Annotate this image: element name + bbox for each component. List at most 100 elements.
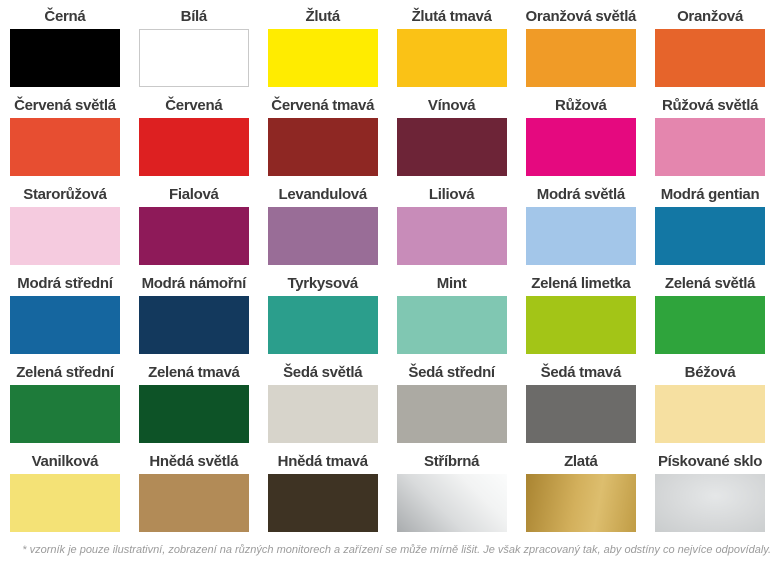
swatch-cell-mint: Mint: [396, 272, 507, 354]
color-swatch: [396, 207, 507, 265]
swatch-cell-cerna: Černá: [10, 5, 120, 87]
swatch-cell-zelena-svetla: Zelená světlá: [655, 272, 765, 354]
color-palette-grid: Černá Bílá Žlutá Žlutá tmavá Oranžová sv…: [10, 5, 765, 532]
color-label: Šedá tmavá: [540, 364, 622, 381]
color-label: Modrá světlá: [536, 186, 625, 203]
color-swatch: [396, 29, 507, 87]
swatch-cell-bezova: Béžová: [655, 361, 765, 443]
color-label: Šedá světlá: [283, 364, 363, 381]
color-label: Modrá střední: [17, 275, 113, 292]
swatch-cell-liliova: Liliová: [396, 183, 507, 265]
swatch-cell-hneda-svetla: Hnědá světlá: [138, 450, 249, 532]
swatch-cell-zelena-stredni: Zelená střední: [10, 361, 120, 443]
swatch-cell-levandulova: Levandulová: [267, 183, 378, 265]
swatch-cell-zluta-tmava: Žlutá tmavá: [396, 5, 507, 87]
color-label: Zelená světlá: [664, 275, 756, 292]
swatch-cell-bila: Bílá: [138, 5, 249, 87]
color-label: Černá: [44, 8, 86, 25]
color-swatch: [655, 118, 765, 176]
swatch-cell-cervena: Červená: [138, 94, 249, 176]
swatch-cell-oranzova-svetla: Oranžová světlá: [525, 5, 637, 87]
swatch-cell-staroruzova: Starorůžová: [10, 183, 120, 265]
color-swatch: [525, 207, 637, 265]
color-swatch: [655, 29, 765, 87]
color-swatch: [10, 296, 120, 354]
swatch-cell-seda-svetla: Šedá světlá: [267, 361, 378, 443]
swatch-cell-modra-gentian: Modrá gentian: [655, 183, 765, 265]
color-swatch: [267, 118, 378, 176]
color-label: Zlatá: [564, 453, 598, 470]
color-label: Mint: [436, 275, 467, 292]
swatch-cell-ruzova-svetla: Růžová světlá: [655, 94, 765, 176]
disclaimer-note: * vzorník je pouze ilustrativní, zobraze…: [22, 544, 771, 556]
swatch-cell-tyrkysova: Tyrkysová: [267, 272, 378, 354]
color-swatch: [138, 29, 249, 87]
color-swatch: [655, 207, 765, 265]
color-label: Oranžová: [677, 8, 744, 25]
color-label: Žlutá: [305, 8, 341, 25]
color-label: Starorůžová: [23, 186, 107, 203]
swatch-cell-piskovane-sklo: Pískované sklo: [655, 450, 765, 532]
swatch-cell-zlata: Zlatá: [525, 450, 637, 532]
color-label: Stříbrná: [424, 453, 480, 470]
color-label: Liliová: [428, 186, 475, 203]
color-label: Hnědá světlá: [149, 453, 239, 470]
color-label: Červená: [165, 97, 223, 114]
color-swatch: [525, 385, 637, 443]
color-swatch: [396, 118, 507, 176]
color-swatch-metallic: [396, 474, 507, 532]
color-swatch: [10, 118, 120, 176]
swatch-cell-cervena-tmava: Červená tmavá: [267, 94, 378, 176]
swatch-cell-zelena-tmava: Zelená tmavá: [138, 361, 249, 443]
swatch-cell-hneda-tmava: Hnědá tmavá: [267, 450, 378, 532]
swatch-cell-vanilkova: Vanilková: [10, 450, 120, 532]
color-label: Fialová: [169, 186, 219, 203]
color-swatch: [138, 474, 249, 532]
color-label: Červená tmavá: [271, 97, 375, 114]
color-swatch: [10, 385, 120, 443]
swatch-cell-zelena-limetka: Zelená limetka: [525, 272, 637, 354]
color-label: Bílá: [180, 8, 208, 25]
color-label: Oranžová světlá: [525, 8, 637, 25]
color-label: Modrá námořní: [141, 275, 247, 292]
color-swatch: [267, 29, 378, 87]
swatch-cell-seda-tmava: Šedá tmavá: [525, 361, 637, 443]
color-swatch: [267, 207, 378, 265]
color-swatch: [396, 385, 507, 443]
color-swatch: [10, 29, 120, 87]
color-label: Zelená střední: [16, 364, 114, 381]
color-swatch: [10, 474, 120, 532]
color-swatch: [138, 296, 249, 354]
swatch-cell-seda-stredni: Šedá střední: [396, 361, 507, 443]
color-swatch: [655, 385, 765, 443]
color-swatch: [655, 296, 765, 354]
color-label: Tyrkysová: [287, 275, 359, 292]
color-label: Vanilková: [31, 453, 99, 470]
color-label: Modrá gentian: [660, 186, 760, 203]
swatch-cell-ruzova: Růžová: [525, 94, 637, 176]
color-swatch: [525, 29, 637, 87]
color-swatch: [138, 207, 249, 265]
color-swatch: [525, 118, 637, 176]
swatch-cell-fialova: Fialová: [138, 183, 249, 265]
color-swatch: [267, 385, 378, 443]
color-label: Zelená limetka: [531, 275, 631, 292]
swatch-cell-cervena-svetla: Červená světlá: [10, 94, 120, 176]
swatch-cell-zluta: Žlutá: [267, 5, 378, 87]
color-label: Pískované sklo: [657, 453, 763, 470]
color-label: Růžová: [555, 97, 607, 114]
color-swatch: [10, 207, 120, 265]
color-swatch-metallic: [525, 474, 637, 532]
color-label: Šedá střední: [408, 364, 495, 381]
color-label: Žlutá tmavá: [411, 8, 492, 25]
color-label: Béžová: [684, 364, 736, 381]
color-swatch: [138, 118, 249, 176]
color-label: Červená světlá: [14, 97, 116, 114]
swatch-cell-vinova: Vínová: [396, 94, 507, 176]
color-swatch-frosted: [655, 474, 765, 532]
color-label: Zelená tmavá: [148, 364, 240, 381]
swatch-cell-modra-svetla: Modrá světlá: [525, 183, 637, 265]
color-swatch: [138, 385, 249, 443]
color-label: Růžová světlá: [661, 97, 759, 114]
color-swatch: [267, 474, 378, 532]
